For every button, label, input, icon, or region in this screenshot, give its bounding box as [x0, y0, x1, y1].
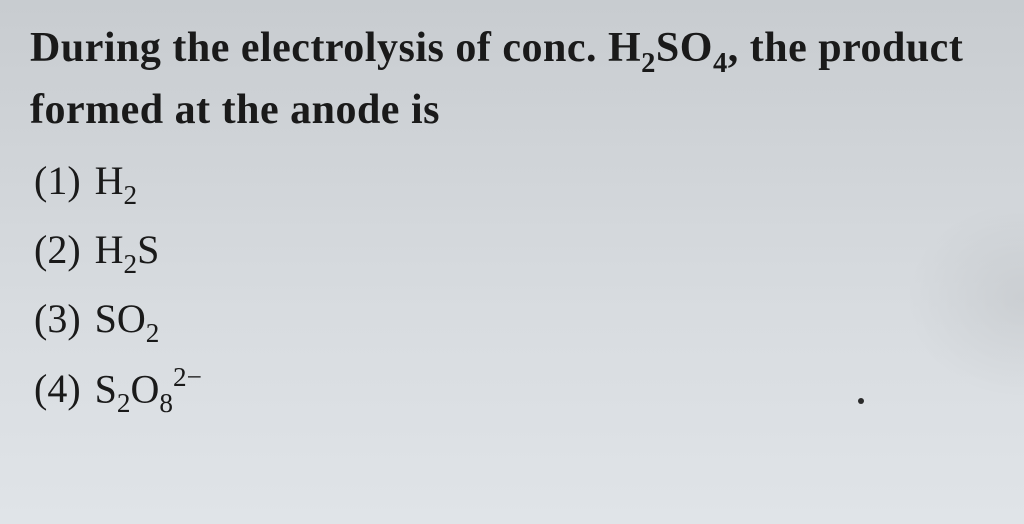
formula-sub1: 2	[117, 388, 131, 418]
option-formula: S2O82−	[95, 364, 202, 418]
formula-base1: SO	[95, 296, 146, 341]
formula-base2: O	[130, 366, 159, 411]
option-formula: H2S	[95, 226, 160, 279]
option-number: (2)	[34, 226, 81, 273]
options-list: (1) H2 (2) H2S (3) SO2 (4) S2O82−	[30, 157, 994, 418]
question-stem: During the electrolysis of conc. H2SO4, …	[30, 20, 994, 139]
option-number: (4)	[34, 365, 81, 412]
option-2[interactable]: (2) H2S	[34, 226, 994, 279]
option-3[interactable]: (3) SO2	[34, 295, 994, 348]
option-number: (1)	[34, 157, 81, 204]
formula-sub1: 2	[146, 318, 160, 348]
formula-so-sub: 4	[713, 48, 728, 79]
formula-base1: H	[95, 158, 124, 203]
formula-base1: H	[95, 227, 124, 272]
formula-base1: S	[95, 366, 117, 411]
ink-dot	[858, 398, 864, 404]
option-4[interactable]: (4) S2O82−	[34, 364, 994, 418]
stem-formula: H2SO4	[608, 25, 728, 71]
formula-so: SO	[656, 25, 713, 71]
formula-sub1: 2	[124, 249, 138, 279]
stem-prefix: During the electrolysis of conc.	[30, 25, 608, 71]
option-formula: SO2	[95, 295, 160, 348]
formula-sub2: 8	[159, 388, 173, 418]
formula-h-sub: 2	[641, 48, 656, 79]
formula-sub1: 2	[124, 180, 138, 210]
formula-base2: S	[137, 227, 159, 272]
formula-sup: 2−	[173, 362, 202, 392]
option-number: (3)	[34, 295, 81, 342]
formula-h: H	[608, 25, 641, 71]
option-formula: H2	[95, 157, 137, 210]
option-1[interactable]: (1) H2	[34, 157, 994, 210]
